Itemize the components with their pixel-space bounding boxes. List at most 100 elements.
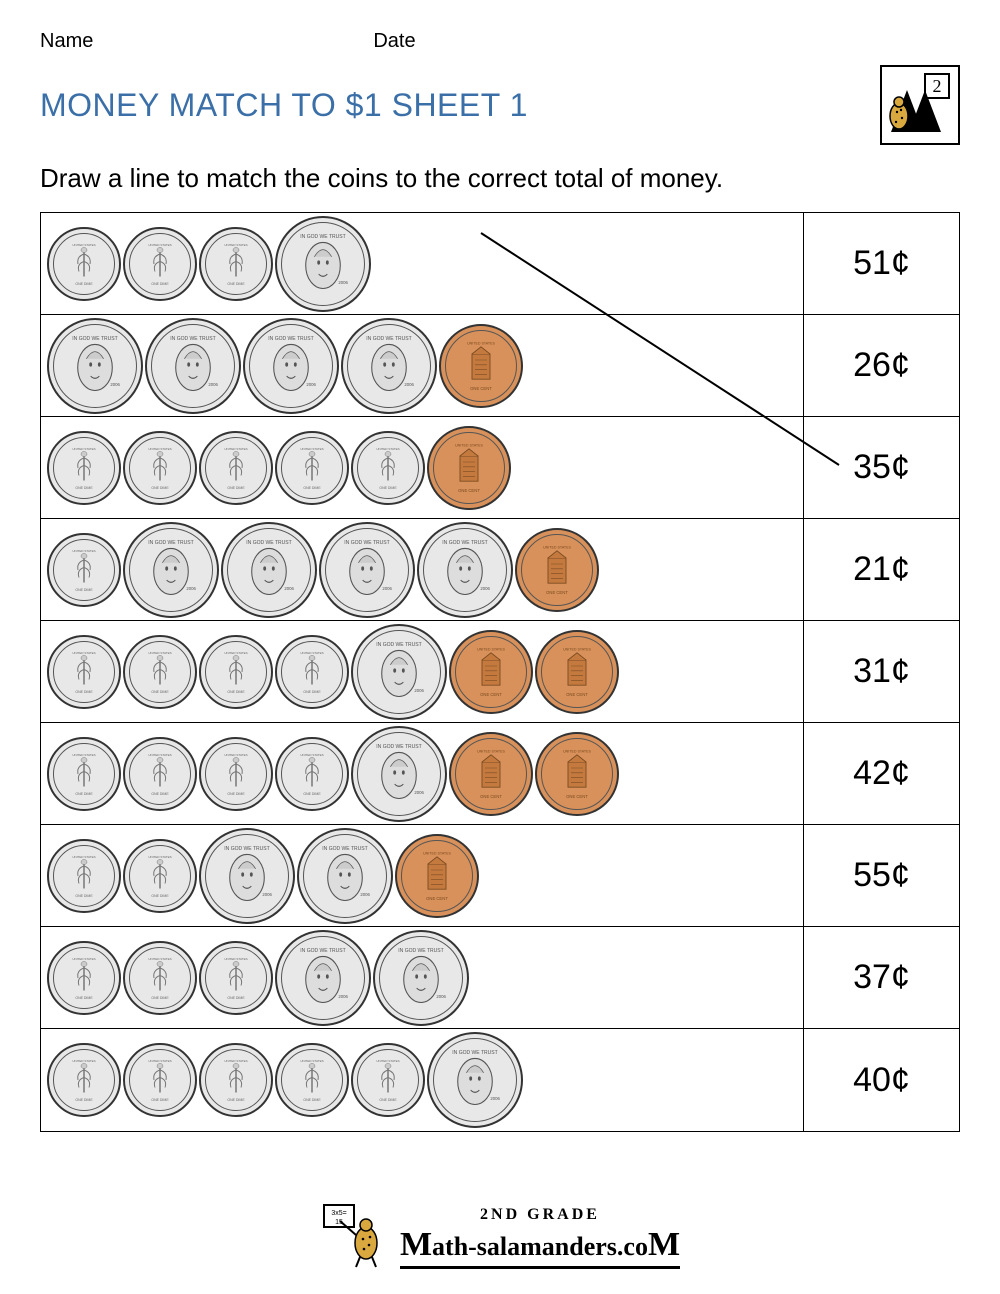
nickel-coin-icon: IN GOD WE TRUST2006 xyxy=(373,930,469,1026)
svg-text:ONE DIME: ONE DIME xyxy=(151,792,169,796)
dime-coin-icon: UNITED STATESONE DIME xyxy=(199,737,273,811)
svg-text:ONE DIME: ONE DIME xyxy=(75,486,93,490)
svg-text:IN GOD WE TRUST: IN GOD WE TRUST xyxy=(268,336,313,342)
penny-coin-icon: UNITED STATESONE CENT xyxy=(515,528,599,612)
svg-text:2006: 2006 xyxy=(186,586,196,591)
penny-coin-icon: UNITED STATES ONE CENT xyxy=(535,630,619,714)
dime-coin-icon: UNITED STATESONE DIME xyxy=(123,431,197,505)
svg-text:IN GOD WE TRUST: IN GOD WE TRUST xyxy=(300,234,345,240)
svg-text:2006: 2006 xyxy=(110,382,120,387)
coins-cell: UNITED STATESONE DIMEUNITED STATESONE DI… xyxy=(41,927,804,1028)
svg-text:2006: 2006 xyxy=(382,586,392,591)
footer: 3x5= 15 2ND GRADE Math-salamanders.coM xyxy=(0,1199,1000,1274)
dime-coin-icon: UNITED STATES ONE DIME xyxy=(47,431,121,505)
svg-text:ONE DIME: ONE DIME xyxy=(227,690,245,694)
svg-text:ONE CENT: ONE CENT xyxy=(470,386,492,391)
svg-text:ONE DIME: ONE DIME xyxy=(303,792,321,796)
svg-text:UNITED STATES: UNITED STATES xyxy=(72,753,95,757)
worksheet-grid: UNITED STATES ONE DIME UNITED STATES ONE DI… xyxy=(40,212,960,1132)
svg-text:2006: 2006 xyxy=(360,892,370,897)
svg-text:ONE DIME: ONE DIME xyxy=(151,486,169,490)
nickel-coin-icon: IN GOD WE TRUST2006 xyxy=(199,828,295,924)
svg-text:UNITED STATES: UNITED STATES xyxy=(423,851,451,855)
dime-coin-icon: UNITED STATESONE DIME xyxy=(275,635,349,709)
amount-cell: 51¢ xyxy=(804,213,959,314)
dime-coin-icon: UNITED STATES ONE DIME xyxy=(199,941,273,1015)
svg-text:ONE CENT: ONE CENT xyxy=(480,794,502,799)
amount-cell: 55¢ xyxy=(804,825,959,926)
svg-text:ONE DIME: ONE DIME xyxy=(227,282,245,286)
svg-text:IN GOD WE TRUST: IN GOD WE TRUST xyxy=(366,336,411,342)
coins-cell: IN GOD WE TRUST2006IN GOD WE TRUST2006IN… xyxy=(41,315,804,416)
svg-text:IN GOD WE TRUST: IN GOD WE TRUST xyxy=(148,540,193,546)
coins-cell: UNITED STATES ONE DIME UNITED STATES ONE DI… xyxy=(41,213,804,314)
svg-text:IN GOD WE TRUST: IN GOD WE TRUST xyxy=(376,744,421,750)
svg-text:IN GOD WE TRUST: IN GOD WE TRUST xyxy=(398,948,443,954)
worksheet-row: UNITED STATESONE DIMEUNITED STATESONE DI… xyxy=(41,1029,959,1131)
svg-text:UNITED STATES: UNITED STATES xyxy=(224,651,247,655)
worksheet-row: UNITED STATESONE DIMEUNITED STATESONE DI… xyxy=(41,621,959,723)
svg-text:UNITED STATES: UNITED STATES xyxy=(224,243,247,247)
svg-text:IN GOD WE TRUST: IN GOD WE TRUST xyxy=(452,1050,497,1056)
svg-text:UNITED STATES: UNITED STATES xyxy=(563,647,591,651)
svg-text:ONE CENT: ONE CENT xyxy=(480,692,502,697)
dime-coin-icon: UNITED STATESONE DIME xyxy=(47,533,121,607)
svg-text:2006: 2006 xyxy=(480,586,490,591)
nickel-coin-icon: IN GOD WE TRUST2006 xyxy=(243,318,339,414)
svg-text:ONE DIME: ONE DIME xyxy=(227,486,245,490)
svg-text:IN GOD WE TRUST: IN GOD WE TRUST xyxy=(300,948,345,954)
nickel-coin-icon: IN GOD WE TRUST2006 xyxy=(47,318,143,414)
coins-cell: UNITED STATES ONE DIME UNITED STATES ONE DI… xyxy=(41,417,804,518)
nickel-coin-icon: IN GOD WE TRUST2006 xyxy=(341,318,437,414)
dime-coin-icon: UNITED STATESONE DIME xyxy=(275,431,349,505)
svg-text:UNITED STATES: UNITED STATES xyxy=(224,957,247,961)
coins-cell: UNITED STATESONE DIMEIN GOD WE TRUST2006… xyxy=(41,519,804,620)
nickel-coin-icon: IN GOD WE TRUST 2006 xyxy=(351,726,447,822)
nickel-coin-icon: IN GOD WE TRUST2006 xyxy=(427,1032,523,1128)
worksheet-row: UNITED STATESONE DIMEIN GOD WE TRUST2006… xyxy=(41,519,959,621)
amount-cell: 26¢ xyxy=(804,315,959,416)
dime-coin-icon: UNITED STATESONE DIME xyxy=(275,1043,349,1117)
svg-text:UNITED STATES: UNITED STATES xyxy=(72,957,95,961)
amount-cell: 35¢ xyxy=(804,417,959,518)
svg-text:ONE DIME: ONE DIME xyxy=(227,996,245,1000)
dime-coin-icon: UNITED STATESONE DIME xyxy=(275,737,349,811)
worksheet-row: UNITED STATESONE DIMEUNITED STATESONE DI… xyxy=(41,825,959,927)
amount-cell: 40¢ xyxy=(804,1029,959,1131)
amount-cell: 42¢ xyxy=(804,723,959,824)
penny-coin-icon: UNITED STATESONE CENT xyxy=(449,630,533,714)
svg-text:ONE DIME: ONE DIME xyxy=(227,792,245,796)
svg-text:UNITED STATES: UNITED STATES xyxy=(72,243,95,247)
svg-text:UNITED STATES: UNITED STATES xyxy=(148,855,171,859)
coins-cell: UNITED STATESONE DIMEUNITED STATESONE DI… xyxy=(41,1029,804,1131)
dime-coin-icon: UNITED STATES ONE DIME xyxy=(199,431,273,505)
svg-text:ONE DIME: ONE DIME xyxy=(75,1098,93,1102)
grade-number: 2 xyxy=(933,76,942,96)
instructions-text: Draw a line to match the coins to the co… xyxy=(40,163,960,194)
svg-text:UNITED STATES: UNITED STATES xyxy=(376,447,399,451)
nickel-coin-icon: IN GOD WE TRUST2006 xyxy=(319,522,415,618)
svg-text:ONE CENT: ONE CENT xyxy=(426,896,448,901)
svg-text:UNITED STATES: UNITED STATES xyxy=(224,447,247,451)
dime-coin-icon: UNITED STATESONE DIME xyxy=(123,1043,197,1117)
svg-text:2006: 2006 xyxy=(414,790,424,795)
svg-text:UNITED STATES: UNITED STATES xyxy=(72,447,95,451)
svg-text:UNITED STATES: UNITED STATES xyxy=(148,753,171,757)
penny-coin-icon: UNITED STATESONE CENT xyxy=(535,732,619,816)
dime-coin-icon: UNITED STATESONE DIME xyxy=(351,1043,425,1117)
svg-text:2006: 2006 xyxy=(284,586,294,591)
dime-coin-icon: UNITED STATES ONE DIME xyxy=(123,737,197,811)
svg-text:ONE DIME: ONE DIME xyxy=(303,690,321,694)
svg-text:UNITED STATES: UNITED STATES xyxy=(477,749,505,753)
footer-grade-text: 2ND GRADE xyxy=(400,1206,680,1224)
svg-text:ONE DIME: ONE DIME xyxy=(151,282,169,286)
svg-text:ONE CENT: ONE CENT xyxy=(566,692,588,697)
dime-coin-icon: UNITED STATESONE DIME xyxy=(47,635,121,709)
title-row: MONEY MATCH TO $1 SHEET 1 2 xyxy=(40,65,960,145)
svg-text:ONE DIME: ONE DIME xyxy=(151,690,169,694)
amount-cell: 37¢ xyxy=(804,927,959,1028)
svg-text:ONE DIME: ONE DIME xyxy=(75,690,93,694)
svg-text:ONE DIME: ONE DIME xyxy=(379,486,397,490)
dime-coin-icon: UNITED STATESONE DIME xyxy=(47,1043,121,1117)
svg-text:ONE CENT: ONE CENT xyxy=(458,488,480,493)
